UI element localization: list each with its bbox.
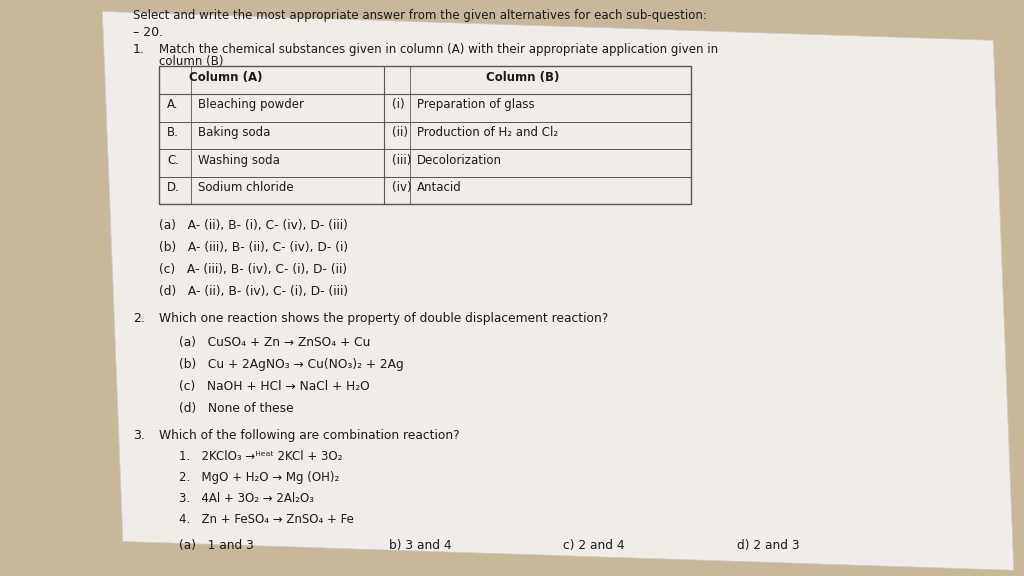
Text: (iv): (iv) [392, 181, 412, 195]
Text: 1.   2KClO₃ →ᴴᵉᵃᵗ 2KCl + 3O₂: 1. 2KClO₃ →ᴴᵉᵃᵗ 2KCl + 3O₂ [179, 450, 343, 464]
Text: Decolorization: Decolorization [417, 154, 502, 167]
Text: (a)   1 and 3: (a) 1 and 3 [179, 539, 254, 552]
Text: (ii): (ii) [392, 126, 409, 139]
Text: 1.: 1. [133, 43, 145, 56]
Text: Match the chemical substances given in column (A) with their appropriate applica: Match the chemical substances given in c… [159, 43, 718, 56]
Text: (d)   A- (ii), B- (iv), C- (i), D- (iii): (d) A- (ii), B- (iv), C- (i), D- (iii) [159, 285, 348, 298]
Text: (a)   CuSO₄ + Zn → ZnSO₄ + Cu: (a) CuSO₄ + Zn → ZnSO₄ + Cu [179, 336, 371, 350]
Text: Column (A): Column (A) [188, 71, 262, 84]
Text: (a)   A- (ii), B- (i), C- (iv), D- (iii): (a) A- (ii), B- (i), C- (iv), D- (iii) [159, 219, 347, 232]
Text: Preparation of glass: Preparation of glass [417, 98, 535, 112]
Text: D.: D. [167, 181, 180, 195]
Text: Which one reaction shows the property of double displacement reaction?: Which one reaction shows the property of… [159, 312, 608, 325]
Text: 3.   4Al + 3O₂ → 2Al₂O₃: 3. 4Al + 3O₂ → 2Al₂O₃ [179, 492, 314, 505]
Text: (iii): (iii) [392, 154, 412, 167]
Text: Washing soda: Washing soda [198, 154, 280, 167]
Text: Baking soda: Baking soda [198, 126, 270, 139]
Text: Antacid: Antacid [417, 181, 462, 195]
Text: (b)   Cu + 2AgNO₃ → Cu(NO₃)₂ + 2Ag: (b) Cu + 2AgNO₃ → Cu(NO₃)₂ + 2Ag [179, 358, 403, 372]
Text: (c)   NaOH + HCl → NaCl + H₂O: (c) NaOH + HCl → NaCl + H₂O [179, 380, 370, 393]
Text: A.: A. [167, 98, 178, 112]
Text: 3.: 3. [133, 429, 145, 442]
Text: – 20.: – 20. [133, 26, 163, 39]
Text: 4.   Zn + FeSO₄ → ZnSO₄ + Fe: 4. Zn + FeSO₄ → ZnSO₄ + Fe [179, 513, 354, 526]
Text: Bleaching powder: Bleaching powder [198, 98, 304, 112]
Text: column (B): column (B) [159, 55, 223, 68]
Text: d) 2 and 3: d) 2 and 3 [737, 539, 800, 552]
Text: Which of the following are combination reaction?: Which of the following are combination r… [159, 429, 460, 442]
Text: Select and write the most appropriate answer from the given alternatives for eac: Select and write the most appropriate an… [133, 9, 707, 22]
Text: B.: B. [167, 126, 179, 139]
Text: (b)   A- (iii), B- (ii), C- (iv), D- (i): (b) A- (iii), B- (ii), C- (iv), D- (i) [159, 241, 348, 254]
Text: 2.: 2. [133, 312, 145, 325]
Text: C.: C. [167, 154, 179, 167]
Text: (d)   None of these: (d) None of these [179, 402, 294, 415]
Text: (с)   A- (iii), B- (iv), C- (i), D- (ii): (с) A- (iii), B- (iv), C- (i), D- (ii) [159, 263, 347, 276]
Text: Production of H₂ and Cl₂: Production of H₂ and Cl₂ [417, 126, 558, 139]
Text: (i): (i) [392, 98, 404, 112]
Polygon shape [102, 12, 1014, 570]
Text: 2.   MgO + H₂O → Mg (OH)₂: 2. MgO + H₂O → Mg (OH)₂ [179, 471, 339, 484]
Text: b) 3 and 4: b) 3 and 4 [389, 539, 452, 552]
Text: Column (B): Column (B) [485, 71, 559, 84]
Text: c) 2 and 4: c) 2 and 4 [563, 539, 625, 552]
Text: Sodium chloride: Sodium chloride [198, 181, 293, 195]
